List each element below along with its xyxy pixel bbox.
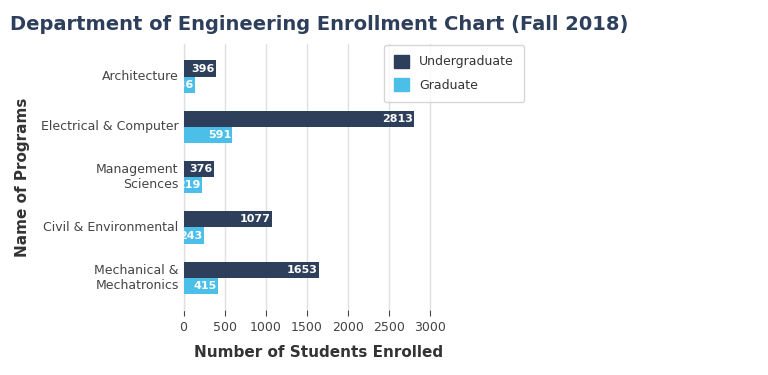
Y-axis label: Name of Programs: Name of Programs bbox=[15, 98, 30, 257]
Text: 591: 591 bbox=[208, 130, 231, 140]
Bar bbox=[184, 262, 319, 278]
Text: 243: 243 bbox=[179, 231, 203, 240]
Legend: Undergraduate, Graduate: Undergraduate, Graduate bbox=[384, 45, 524, 102]
Text: 1653: 1653 bbox=[287, 265, 318, 275]
Bar bbox=[184, 76, 195, 93]
Text: 1077: 1077 bbox=[240, 214, 270, 224]
Bar bbox=[184, 127, 232, 143]
Bar bbox=[184, 278, 217, 294]
Bar bbox=[184, 228, 204, 244]
Text: 415: 415 bbox=[194, 281, 217, 291]
X-axis label: Number of Students Enrolled: Number of Students Enrolled bbox=[194, 345, 444, 360]
Text: 396: 396 bbox=[191, 63, 214, 74]
Bar bbox=[184, 60, 216, 76]
Text: 376: 376 bbox=[190, 164, 213, 174]
Bar bbox=[184, 211, 272, 228]
Bar bbox=[184, 111, 415, 127]
Text: 2813: 2813 bbox=[382, 114, 413, 124]
Text: 219: 219 bbox=[177, 180, 200, 190]
Bar bbox=[184, 177, 201, 193]
Text: 136: 136 bbox=[170, 80, 194, 90]
Bar bbox=[184, 161, 214, 177]
Title: Department of Engineering Enrollment Chart (Fall 2018): Department of Engineering Enrollment Cha… bbox=[10, 15, 628, 34]
